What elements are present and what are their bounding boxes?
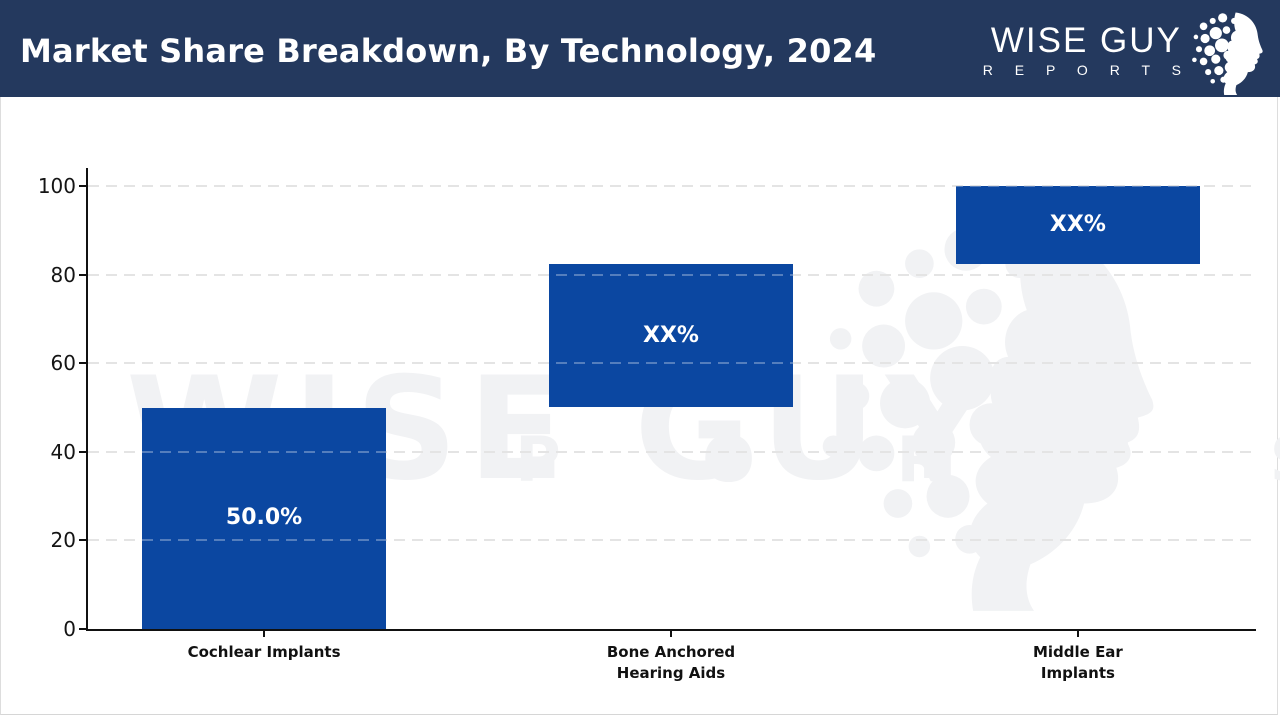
gridline-20 <box>88 539 1254 542</box>
gridline-overlay-60 <box>88 362 1254 365</box>
bar-bone-anchored-hearing-aids: XX% <box>548 263 794 408</box>
category-label-cochlear-implants: Cochlear Implants <box>104 642 424 663</box>
y-tick-20 <box>79 539 87 542</box>
y-tick-label-40: 40 <box>50 439 76 464</box>
category-label-line: Bone Anchored <box>606 643 736 661</box>
gridline-100 <box>88 185 1254 187</box>
category-label-middle-ear-implants: Middle Ear Implants <box>918 642 1238 684</box>
y-tick-label-100: 100 <box>37 174 76 198</box>
bar-cochlear-implants: 50.0% <box>141 407 387 629</box>
gridline-overlay-100 <box>88 185 1254 187</box>
y-tick-label-60: 60 <box>50 351 76 376</box>
category-label-line: Implants <box>1040 664 1115 682</box>
y-tick-60 <box>79 362 87 365</box>
logo-text: WISE GUY R E P O R T S <box>983 22 1190 79</box>
bar-value-label-middle-ear-implants: XX% <box>1049 211 1106 237</box>
category-label-bone-anchored-hearing-aids: Bone Anchored Hearing Aids <box>511 642 831 684</box>
category-label-line: Hearing Aids <box>616 664 726 682</box>
page-title: Market Share Breakdown, By Technology, 2… <box>20 32 877 70</box>
chart-region: WISE GUY R E P O R T S 0 20 40 60 80 100 50.0%… <box>0 97 1280 720</box>
y-tick-label-0: 0 <box>63 617 76 641</box>
gridline-overlay-20 <box>88 539 1254 542</box>
wise-guy-reports-logo: WISE GUY R E P O R T S <box>983 6 1272 95</box>
y-axis-line <box>86 168 88 631</box>
y-tick-label-20: 20 <box>50 528 76 553</box>
gridline-overlay-40 <box>88 450 1254 453</box>
gridline-overlay-80 <box>88 273 1254 276</box>
y-tick-40 <box>79 450 87 453</box>
category-label-line: Cochlear Implants <box>187 643 341 661</box>
y-tick-label-80: 80 <box>50 262 76 287</box>
logo-wordmark: WISE GUY <box>990 21 1182 60</box>
logo-subtext: R E P O R T S <box>982 62 1190 78</box>
y-tick-0 <box>79 628 87 630</box>
gridline-40 <box>88 450 1254 453</box>
logo-head-icon <box>1192 12 1263 95</box>
watermark-head-icon <box>822 224 1154 611</box>
header-bar: Market Share Breakdown, By Technology, 2… <box>0 0 1280 97</box>
x-tick-middle-ear-implants <box>1076 629 1079 637</box>
y-tick-80 <box>79 273 87 276</box>
bar-value-label-cochlear-implants: 50.0% <box>225 505 303 531</box>
x-tick-bone-anchored-hearing-aids <box>670 629 672 637</box>
category-label-line: Middle Ear <box>1032 643 1123 661</box>
y-tick-100 <box>79 185 87 187</box>
bar-middle-ear-implants: XX% <box>955 186 1201 264</box>
x-tick-cochlear-implants <box>263 629 266 637</box>
bar-value-label-bone-anchored-hearing-aids: XX% <box>643 322 699 348</box>
